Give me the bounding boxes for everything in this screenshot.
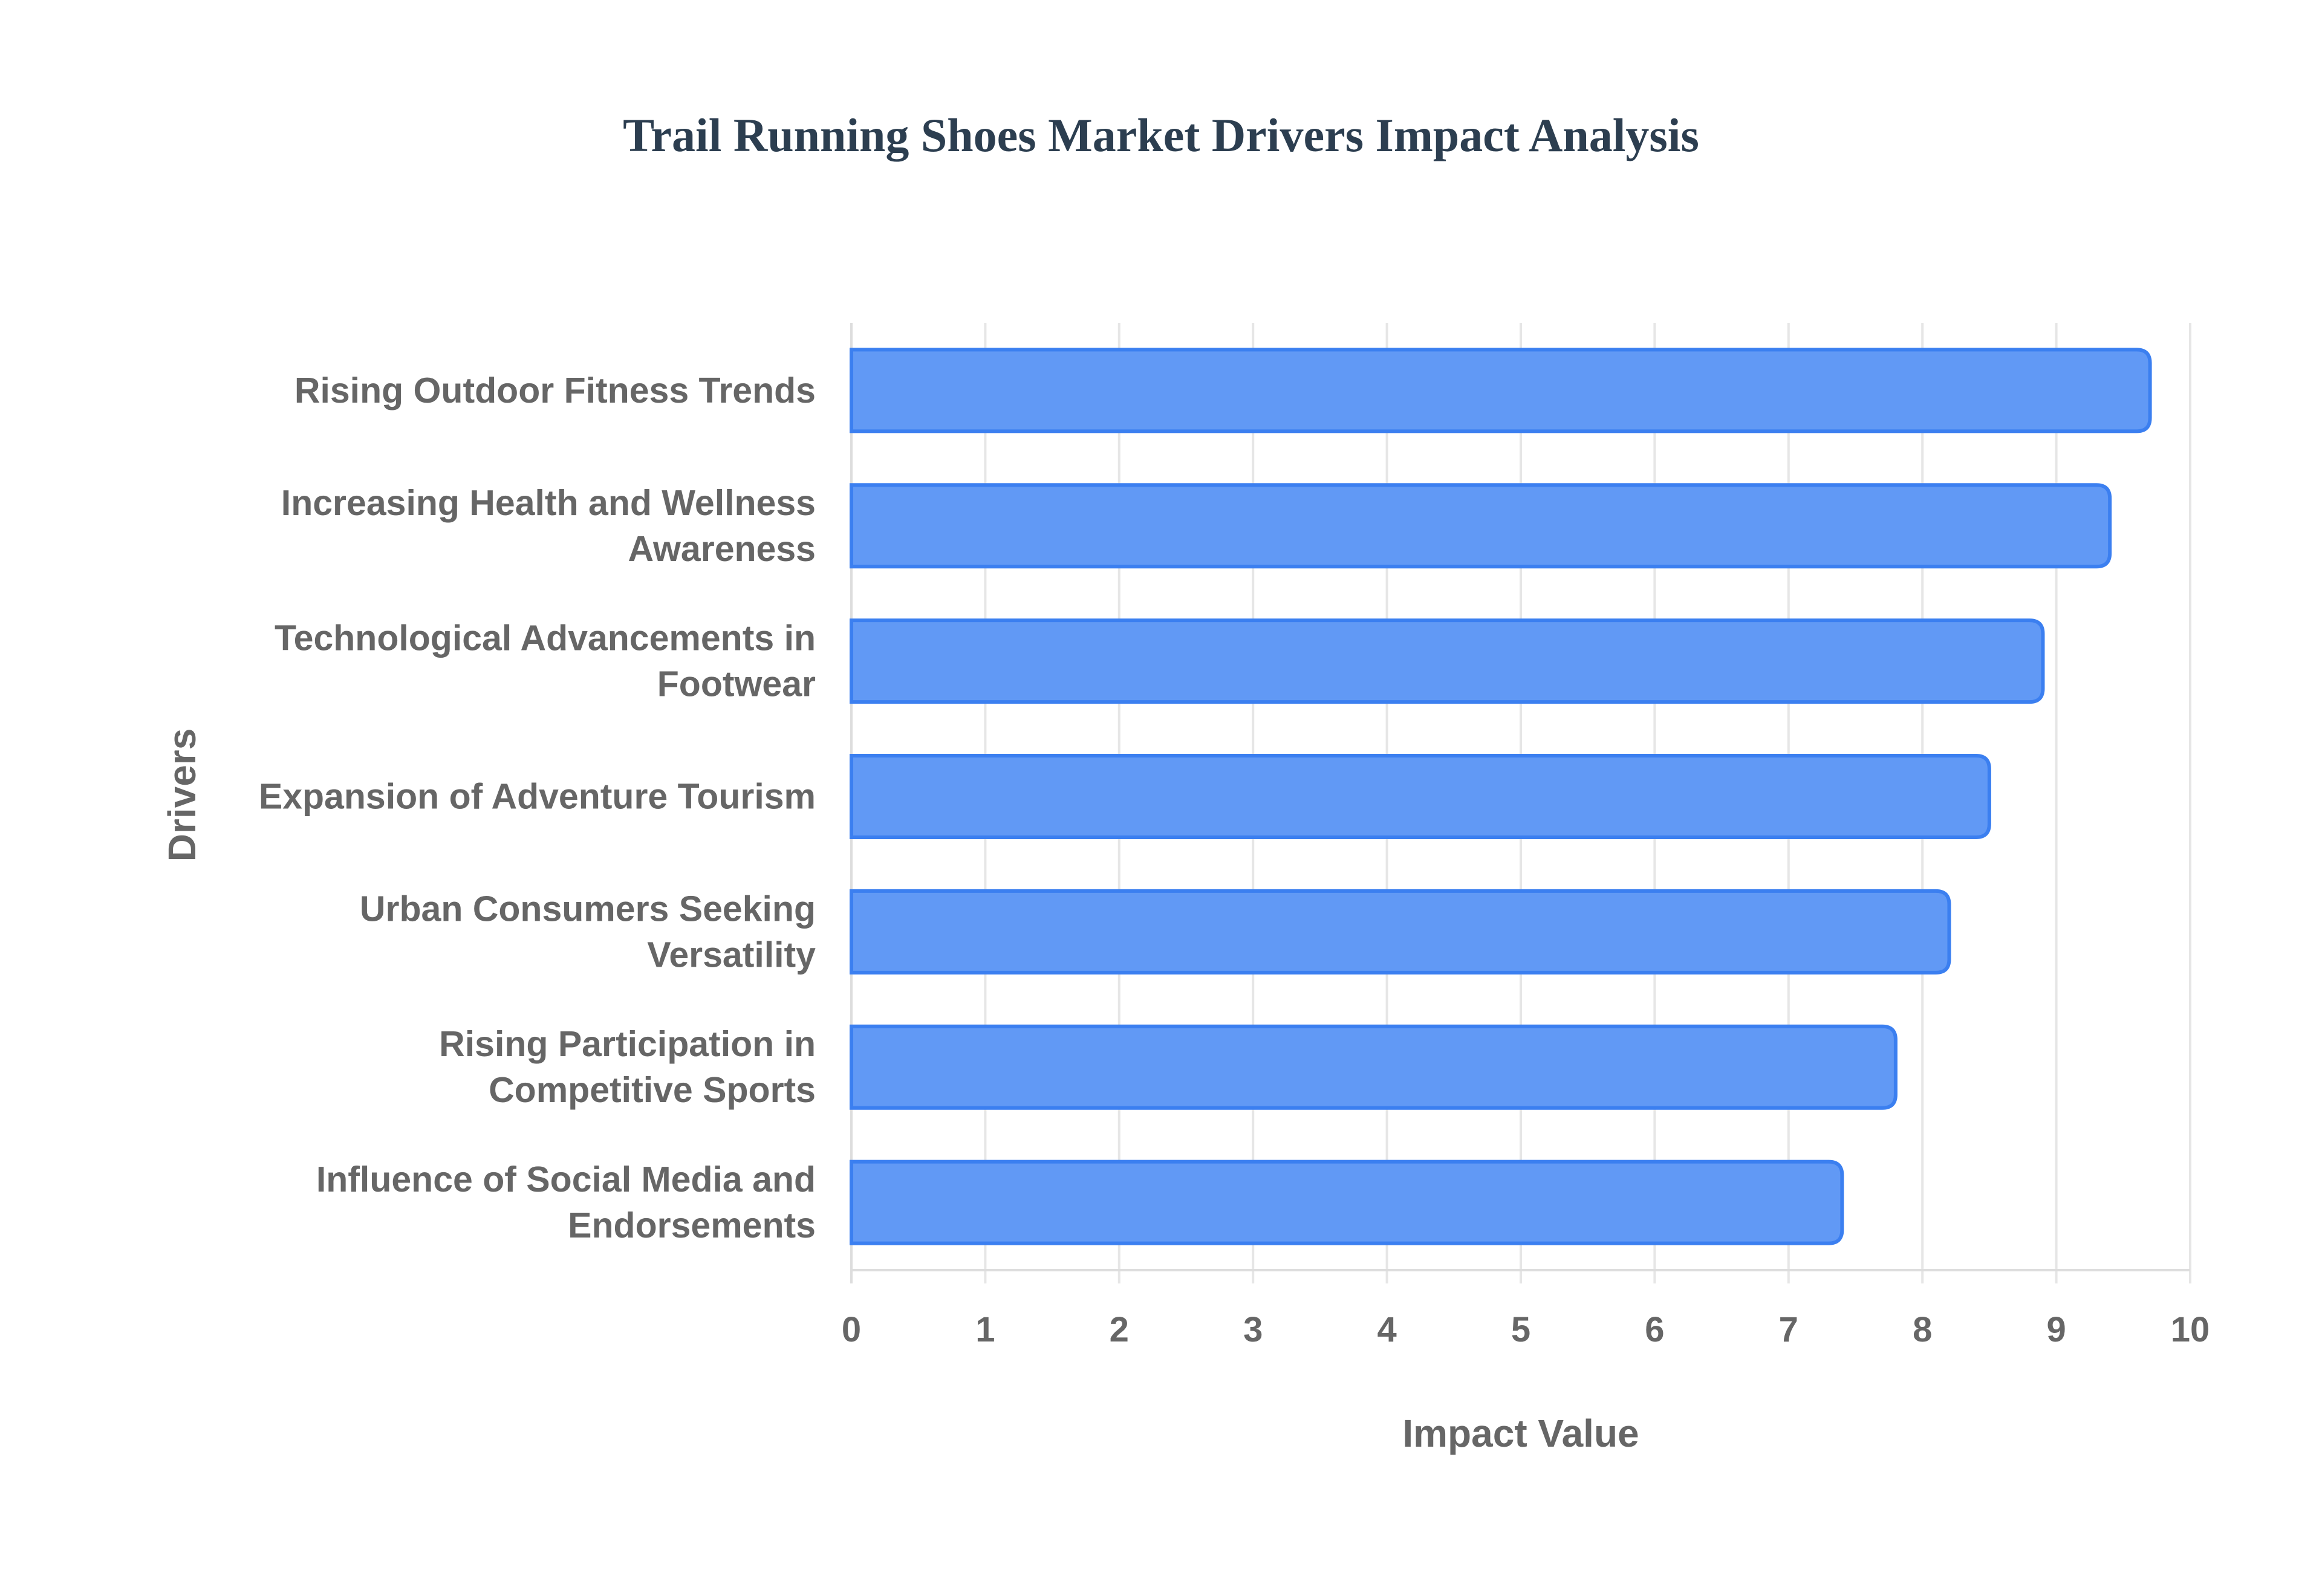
bar — [850, 754, 1991, 839]
bar — [850, 348, 2152, 433]
y-category-label: Increasing Health and Wellness Awareness — [281, 483, 816, 569]
y-category-label: Influence of Social Media and Endorsement… — [316, 1160, 816, 1245]
x-tick-label: 10 — [2171, 1310, 2210, 1349]
y-axis-title: Drivers — [160, 728, 204, 862]
x-tick-label: 8 — [1913, 1310, 1932, 1349]
x-tick-label: 0 — [842, 1310, 861, 1349]
bar — [850, 1024, 1898, 1110]
bars — [850, 348, 2152, 1245]
x-tick-label: 3 — [1243, 1310, 1263, 1349]
bar — [850, 889, 1951, 975]
bar — [850, 1160, 1844, 1245]
x-tick-label: 2 — [1110, 1310, 1129, 1349]
y-category-label: Urban Consumers Seeking Versatility — [360, 889, 816, 975]
x-tick-label: 4 — [1377, 1310, 1396, 1349]
y-category-label: Technological Advancements in Footwear — [275, 618, 816, 704]
y-category-label: Rising Participation in Competitive Sport… — [439, 1024, 816, 1110]
y-category-label: Rising Outdoor Fitness Trends — [294, 371, 816, 410]
x-tick-labels: 0 1 2 3 4 5 6 7 8 9 10 — [842, 1310, 2210, 1349]
x-tick-label: 5 — [1511, 1310, 1530, 1349]
x-tick-label: 6 — [1645, 1310, 1664, 1349]
chart-title: Trail Running Shoes Market Drivers Impac… — [623, 109, 1699, 161]
y-category-labels: Rising Outdoor Fitness Trends Increasing … — [259, 371, 816, 1245]
bar — [850, 483, 2112, 569]
x-tick-label: 1 — [975, 1310, 995, 1349]
x-tick-label: 7 — [1779, 1310, 1798, 1349]
bar — [850, 618, 2045, 704]
x-axis-title: Impact Value — [1402, 1412, 1639, 1455]
y-category-label: Expansion of Adventure Tourism — [259, 777, 816, 817]
x-tick-label: 9 — [2046, 1310, 2066, 1349]
